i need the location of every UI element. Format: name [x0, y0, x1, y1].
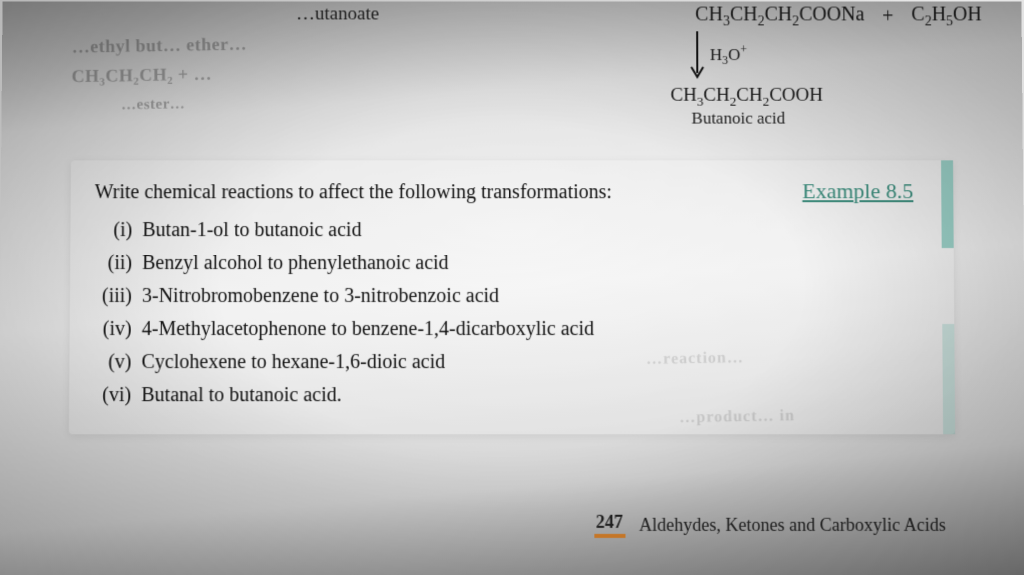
list-item: (v) Cyclohexene to hexane-1,6-dioic acid: [93, 346, 930, 379]
list-item: (iii) 3-Nitrobromobenzene to 3-nitrobenz…: [94, 280, 930, 313]
butanoate-fragment: …utanoate: [296, 4, 379, 26]
example-box: Write chemical reactions to affect the f…: [69, 160, 955, 434]
item-roman: (iv): [94, 313, 132, 346]
bleedthrough-ghost-1: …reaction…: [646, 349, 744, 369]
arrow-reagent-label: H3O+: [710, 42, 747, 68]
teal-accent-bottom: [942, 324, 955, 434]
hydrolysis-arrow: H3O+: [688, 29, 747, 81]
plus-sign: +: [882, 6, 893, 29]
reaction-scheme-area: …ethyl but… ether… CH₃CH₂CH₂ + … …ester……: [1, 2, 1023, 151]
bleedthrough-text-2: CH₃CH₂CH₂ + …: [72, 64, 213, 87]
page-surface: …ethyl but… ether… CH₃CH₂CH₂ + … …ester……: [0, 2, 1024, 575]
item-text: Butan-1-ol to butanoic acid: [142, 214, 361, 247]
transformation-list: (i) Butan-1-ol to butanoic acid (ii) Ben…: [93, 214, 931, 412]
bleedthrough-text-3: …ester…: [121, 96, 185, 114]
sodium-butanoate-formula: CH3CH2CH2COONa: [695, 4, 864, 31]
bleedthrough-ghost-2: …product… in: [679, 407, 795, 427]
example-label: Example 8.5: [802, 178, 929, 204]
item-text: 4-Methylacetophenone to benzene-1,4-dica…: [142, 313, 594, 346]
product-line: CH3CH2CH2COONa + C2H5OH: [695, 4, 982, 31]
item-text: Butanal to butanoic acid.: [141, 379, 341, 412]
ethanol-formula: C2H5OH: [911, 4, 982, 31]
page-number: 247: [594, 512, 625, 538]
list-item: (iv) 4-Methylacetophenone to benzene-1,4…: [94, 313, 931, 346]
item-text: Cyclohexene to hexane-1,6-dioic acid: [141, 346, 445, 379]
item-roman: (vi): [93, 379, 131, 412]
item-roman: (i): [94, 214, 132, 247]
down-arrow-icon: [688, 29, 706, 81]
butanoic-acid-name: Butanoic acid: [691, 109, 785, 129]
bleedthrough-text-1: …ethyl but… ether…: [72, 34, 247, 58]
item-text: 3-Nitrobromobenzene to 3-nitrobenzoic ac…: [142, 280, 499, 313]
item-roman: (v): [93, 346, 131, 379]
page-footer: 247 Aldehydes, Ketones and Carboxylic Ac…: [594, 512, 946, 538]
item-roman: (iii): [94, 280, 132, 313]
example-prompt-line: Write chemical reactions to affect the f…: [95, 178, 930, 204]
teal-accent-top: [941, 160, 954, 248]
list-item: (ii) Benzyl alcohol to phenylethanoic ac…: [94, 247, 930, 280]
item-roman: (ii): [94, 247, 132, 280]
list-item: (vi) Butanal to butanoic acid.: [93, 379, 931, 412]
list-item: (i) Butan-1-ol to butanoic acid: [94, 214, 929, 247]
item-text: Benzyl alcohol to phenylethanoic acid: [142, 247, 449, 280]
butanoic-acid-formula: CH3CH2CH2COOH: [670, 85, 823, 110]
example-prompt: Write chemical reactions to affect the f…: [95, 181, 612, 204]
chapter-title: Aldehydes, Ketones and Carboxylic Acids: [639, 514, 946, 535]
